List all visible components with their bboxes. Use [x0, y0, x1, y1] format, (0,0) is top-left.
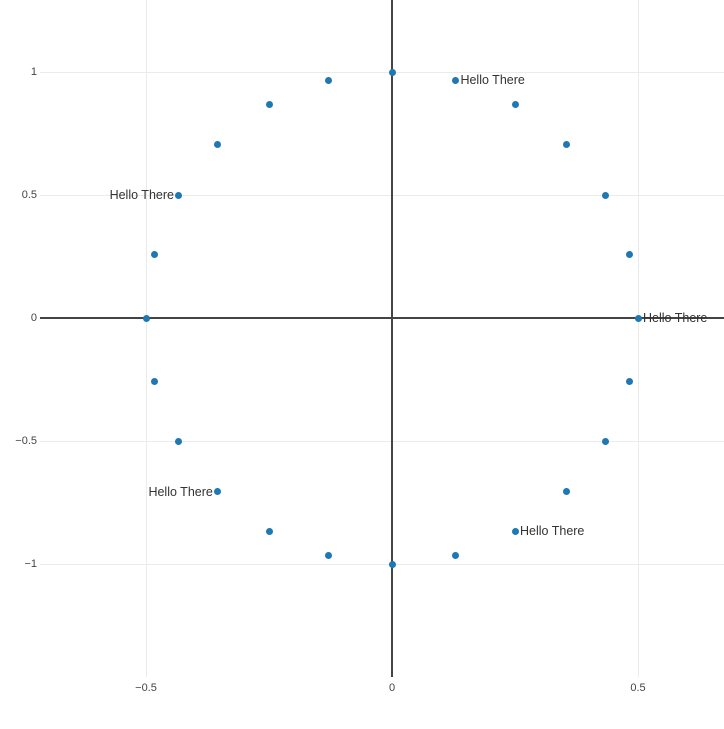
x-axis-zero-line: [40, 317, 724, 319]
point-label: Hello There: [460, 73, 525, 88]
y-gridline: [40, 71, 724, 73]
y-tick-label: 1: [30, 66, 37, 78]
data-point: [388, 68, 396, 76]
point-label: Hello There: [109, 188, 174, 202]
data-point: [511, 527, 519, 535]
y-gridline: [40, 440, 724, 442]
data-point: [325, 76, 333, 84]
y-gridline: [40, 563, 724, 565]
data-point: [325, 552, 333, 560]
y-gridline: [40, 194, 724, 196]
point-label: Hello There: [148, 484, 213, 499]
data-point: [601, 437, 609, 445]
x-gridline: [145, 0, 147, 677]
x-tick-label: 0: [388, 682, 396, 694]
data-point: [175, 437, 183, 445]
data-point: [634, 314, 642, 322]
y-tick-label: 0: [30, 312, 37, 324]
y-tick-label: −0.5: [15, 435, 37, 447]
data-point: [451, 76, 459, 84]
data-point: [150, 378, 158, 386]
data-point: [388, 560, 396, 568]
y-tick-label: −1: [24, 558, 37, 570]
x-gridline: [637, 0, 639, 677]
y-tick-label: 0.5: [21, 189, 37, 201]
data-point: [265, 101, 273, 109]
data-point: [150, 250, 158, 258]
data-point: [511, 101, 519, 109]
data-point: [265, 527, 273, 535]
data-point: [626, 250, 634, 258]
data-point: [451, 552, 459, 560]
y-axis-zero-line: [391, 0, 393, 677]
data-point: [626, 378, 634, 386]
point-label: Hello There: [643, 311, 708, 325]
data-point: [175, 191, 183, 199]
data-point: [214, 488, 222, 496]
x-tick-label: −0.5: [135, 682, 157, 694]
data-point: [214, 140, 222, 148]
point-label: Hello There: [520, 524, 585, 539]
data-point: [562, 140, 570, 148]
data-point: [562, 488, 570, 496]
data-point: [601, 191, 609, 199]
x-tick-label: 0.5: [630, 682, 646, 694]
data-point: [142, 314, 150, 322]
